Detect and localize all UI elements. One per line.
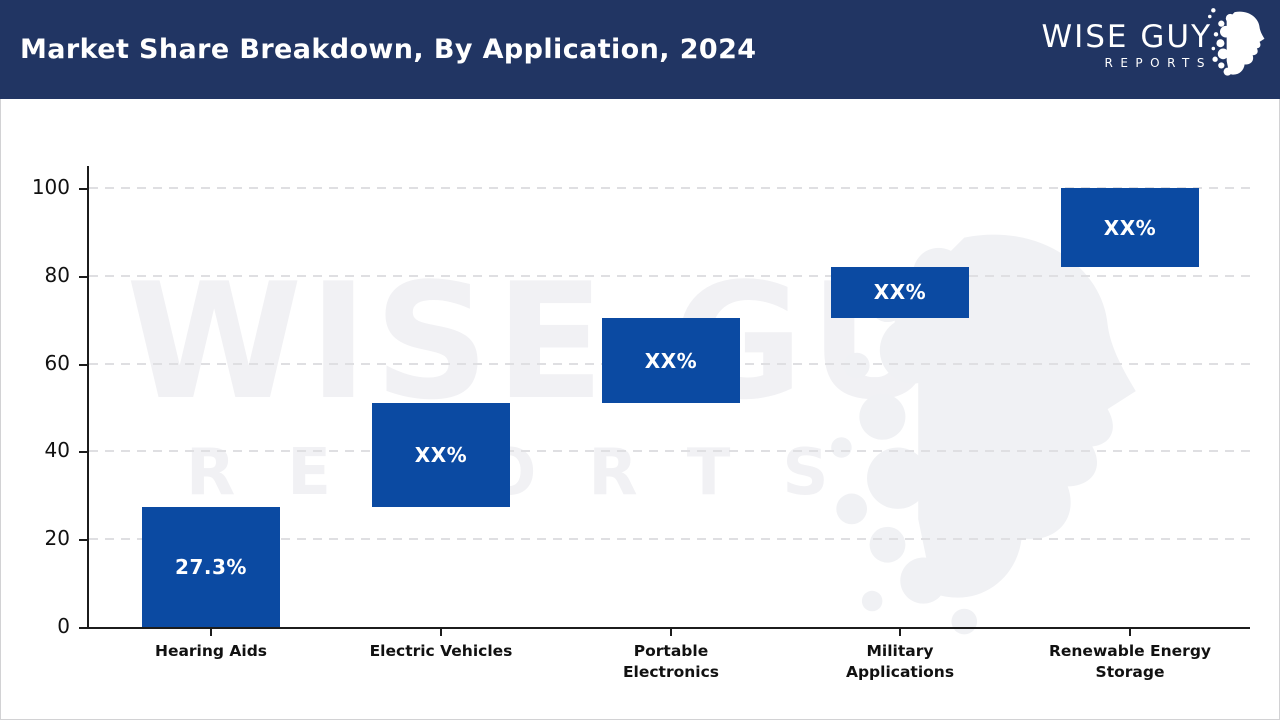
bar-value-label: 27.3% xyxy=(175,555,247,580)
logo-wordmark: WISE GUY xyxy=(1041,18,1212,55)
y-axis-tick xyxy=(79,539,87,542)
x-category-label: Electric Vehicles xyxy=(331,641,551,662)
bar: XX% xyxy=(602,317,740,404)
x-category-label-line: Renewable Energy xyxy=(1048,642,1212,660)
y-tick-label: 60 xyxy=(44,350,70,375)
watermark-subtitle: REPORTS xyxy=(186,436,881,510)
x-category-label: Military Applications xyxy=(790,641,1010,683)
y-tick-label: 80 xyxy=(44,262,70,287)
bar: XX% xyxy=(372,403,510,508)
bar-value-label: XX% xyxy=(873,280,927,305)
y-tick-label: 100 xyxy=(31,175,70,199)
bar: XX% xyxy=(1061,188,1199,268)
y-axis-tick xyxy=(79,363,87,366)
x-category-label-line: Electric Vehicles xyxy=(369,642,513,660)
logo-subtitle: REPORTS xyxy=(1104,55,1212,70)
gridline xyxy=(89,274,1250,277)
x-category-label-line: Applications xyxy=(845,663,955,681)
y-tick-label: 40 xyxy=(44,438,70,463)
y-tick-label: 0 xyxy=(57,614,70,638)
watermark-head-icon xyxy=(831,234,1136,635)
bar: 27.3% xyxy=(142,507,280,627)
chart-title: Market Share Breakdown, By Application, … xyxy=(20,34,757,65)
x-axis-tick xyxy=(440,629,442,636)
x-axis-tick xyxy=(899,629,901,636)
x-category-label-line: Electronics xyxy=(622,663,720,681)
wiseguy-logo: WISE GUY REPORTS xyxy=(1041,6,1272,84)
x-axis-tick xyxy=(210,629,212,636)
wiseguy-head-icon xyxy=(1208,8,1265,76)
x-category-label-line: Hearing Aids xyxy=(154,642,268,660)
bar-value-label: XX% xyxy=(644,348,698,373)
y-axis-tick xyxy=(79,275,87,278)
y-axis xyxy=(87,166,89,629)
bar-value-label: XX% xyxy=(1103,215,1157,240)
x-axis-tick xyxy=(670,629,672,636)
gridline xyxy=(89,187,1250,189)
gridline xyxy=(89,538,1250,541)
x-category-label-line: Military xyxy=(866,642,934,660)
x-category-label-line: Portable xyxy=(633,642,709,660)
x-category-label: Hearing Aids xyxy=(101,641,321,662)
gridline xyxy=(89,450,1250,453)
bar-value-label: XX% xyxy=(414,443,468,468)
y-axis-tick xyxy=(79,188,87,190)
x-category-label: Portable Electronics xyxy=(561,641,781,683)
x-axis-tick xyxy=(1129,629,1131,636)
y-tick-label: 20 xyxy=(44,526,70,551)
x-category-label: Renewable Energy Storage xyxy=(1020,641,1240,683)
x-category-label-line: Storage xyxy=(1095,663,1165,681)
y-axis-tick xyxy=(79,627,87,629)
y-axis-tick xyxy=(79,451,87,454)
x-axis xyxy=(87,627,1250,629)
bar: XX% xyxy=(831,267,969,318)
report-header: Market Share Breakdown, By Application, … xyxy=(0,0,1280,99)
